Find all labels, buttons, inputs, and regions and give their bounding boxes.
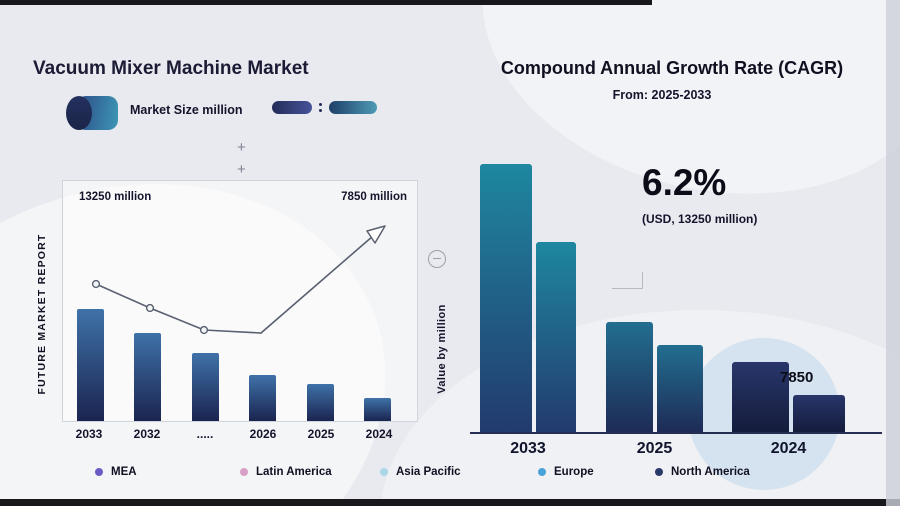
cagr-subtitle: From: 2025-2033 (612, 88, 712, 102)
cagr-bar (536, 242, 576, 432)
legend-label: North America (671, 466, 750, 478)
page-title: Vacuum Mixer Machine Market (33, 58, 309, 79)
legend-label: Latin America (256, 466, 332, 478)
axis-label: 2025 (307, 427, 335, 441)
market-size-bar (77, 309, 104, 421)
decorative-corner-line (612, 272, 643, 289)
pill-navy (272, 101, 312, 114)
right-ylabel: Value by million (436, 304, 448, 394)
circle-dash-icon (428, 250, 446, 268)
legend-dot-icon (240, 468, 248, 476)
legend-dot-icon (655, 468, 663, 476)
legend-dot-icon (95, 468, 103, 476)
market-size-bar (363, 398, 391, 421)
legend-item: Asia Pacific (380, 466, 461, 478)
cagr-bar-pair (732, 362, 845, 432)
cagr-chart: 2033 2025 2024 (470, 130, 882, 457)
axis-label: ..... (196, 427, 214, 441)
cagr-title: Compound Annual Growth Rate (CAGR) (500, 58, 844, 78)
top-border-strip (0, 0, 652, 5)
annotation-max-value: 13250 million (79, 191, 152, 203)
market-size-chart: 13250 million 7850 million (62, 180, 418, 422)
left-ylabel: FUTURE MARKET REPORT (36, 233, 48, 395)
market-size-bar (134, 333, 162, 421)
right-border-strip (886, 0, 900, 506)
axis-label: 2033 (510, 440, 546, 457)
cagr-bar-pair (480, 164, 576, 432)
market-size-bar (249, 375, 277, 421)
cagr-note: (USD, 13250 million) (642, 212, 758, 226)
legend-dot-icon (538, 468, 546, 476)
market-size-bar (306, 384, 334, 421)
cylinder-icon (66, 94, 120, 132)
cagr-bar (480, 164, 532, 432)
legend-item: Latin America (240, 466, 332, 478)
left-bars (77, 309, 391, 421)
axis-label: 2025 (636, 440, 673, 457)
cagr-bar-group: 2033 (480, 164, 576, 457)
cagr-bar-group: 2024 (732, 362, 845, 457)
cagr-bar-pair (606, 322, 703, 432)
cagr-bar (793, 395, 845, 432)
colon-dots (319, 103, 322, 112)
plus-icon: + (237, 139, 246, 156)
market-size-legend-label: Market Size million (130, 103, 243, 117)
cagr-bar-group: 2025 (606, 322, 703, 457)
legend-label: Europe (554, 466, 594, 478)
market-size-bar (191, 353, 219, 421)
cylinder-icon-face (66, 96, 92, 130)
axis-label: 2024 (770, 440, 807, 457)
legend-item: North America (655, 466, 750, 478)
axis-label: 2032 (133, 427, 161, 441)
pill-teal (329, 101, 377, 114)
axis-label: 2033 (75, 427, 103, 441)
value-callout: 7850 (780, 369, 814, 386)
left-axis-labels: 2033 2032..... 2026 2025 2024 (62, 427, 418, 441)
cagr-bar (606, 322, 653, 432)
annotation-min-value: 7850 million (341, 191, 407, 203)
legend-label: Asia Pacific (396, 466, 461, 478)
cagr-value: 6.2% (642, 162, 727, 203)
axis-label: 2026 (249, 427, 277, 441)
legend-label: MEA (111, 466, 137, 478)
legend-dot-icon (380, 468, 388, 476)
legend-item: MEA (95, 466, 137, 478)
cagr-bar (657, 345, 703, 432)
pill-decoration (272, 101, 377, 114)
bottom-border-strip (0, 499, 900, 506)
region-legend: MEA Latin America Asia Pacific Europe North … (0, 466, 900, 488)
plus-icon: + (237, 161, 246, 178)
legend-item: Europe (538, 466, 594, 478)
cagr-bar (732, 362, 789, 432)
axis-label: 2024 (365, 427, 393, 441)
